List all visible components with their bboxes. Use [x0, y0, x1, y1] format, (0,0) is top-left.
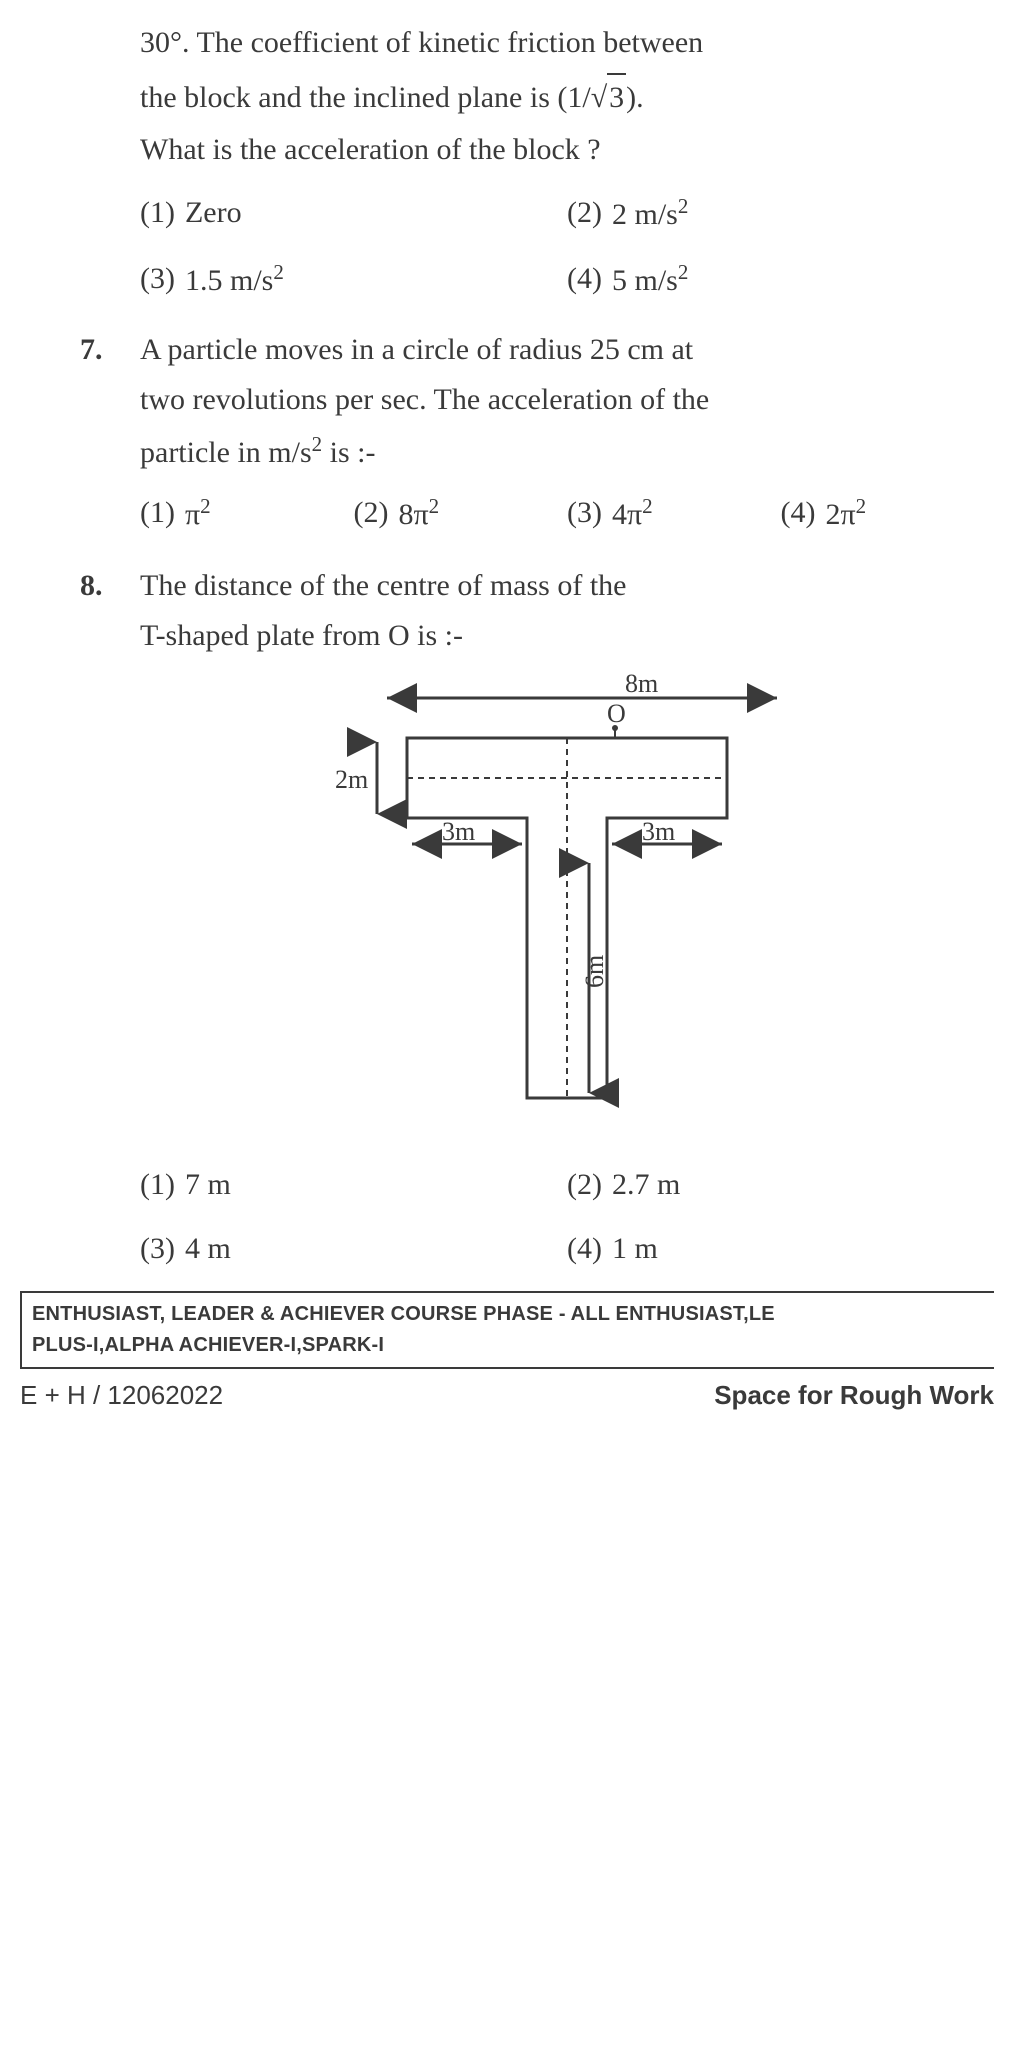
q8-stem-line1: The distance of the centre of mass of th… — [140, 563, 994, 610]
label-3m-left: 3m — [442, 817, 475, 846]
q8-opt-1[interactable]: (1) 7 m — [140, 1162, 567, 1209]
q7-number: 7. — [80, 327, 140, 374]
q8-stem-line2: T-shaped plate from O is :- — [140, 613, 994, 660]
q8-number: 8. — [80, 563, 140, 610]
q7-stem-line3: particle in m/s2 is :- — [140, 428, 994, 477]
q7-options: (1) π2 (2) 8π2 (3) 4π2 (4) 2π2 — [140, 490, 994, 539]
q6-block: 30°. The coefficient of kinetic friction… — [140, 20, 994, 305]
q7-stem-line1: A particle moves in a circle of radius 2… — [140, 327, 994, 374]
footer-right: Space for Rough Work — [714, 1375, 994, 1415]
label-2m: 2m — [335, 765, 368, 794]
q8-opt-4[interactable]: (4) 1 m — [567, 1226, 994, 1273]
footer-line: E + H / 12062022 Space for Rough Work — [20, 1375, 994, 1415]
q8-opt-2[interactable]: (2) 2.7 m — [567, 1162, 994, 1209]
q8-block: 8. The distance of the centre of mass of… — [80, 563, 994, 1273]
footer-left: E + H / 12062022 — [20, 1375, 223, 1415]
label-O: O — [607, 699, 626, 728]
q6-opt-4[interactable]: (4) 5 m/s2 — [567, 256, 994, 305]
t-shape-diagram: 8m O 2m 3m — [307, 668, 827, 1148]
q7-opt-2[interactable]: (2) 8π2 — [354, 490, 568, 539]
q8-opt-3[interactable]: (3) 4 m — [140, 1226, 567, 1273]
q7-opt-4[interactable]: (4) 2π2 — [781, 490, 995, 539]
q7-block: 7. A particle moves in a circle of radiu… — [80, 327, 994, 539]
label-8m: 8m — [625, 669, 658, 698]
q6-stem-line1: 30°. The coefficient of kinetic friction… — [140, 20, 994, 67]
q6-options: (1) Zero (2) 2 m/s2 (3) 1.5 m/s2 (4) 5 m… — [140, 190, 994, 305]
q8-options: (1) 7 m (2) 2.7 m (3) 4 m (4) 1 m — [140, 1162, 994, 1273]
q6-opt-1[interactable]: (1) Zero — [140, 190, 567, 239]
q7-stem-line2: two revolutions per sec. The acceleratio… — [140, 377, 994, 424]
q6-opt-3[interactable]: (3) 1.5 m/s2 — [140, 256, 567, 305]
course-footer-box: ENTHUSIAST, LEADER & ACHIEVER COURSE PHA… — [20, 1291, 994, 1369]
q6-stem-line3: What is the acceleration of the block ? — [140, 127, 994, 174]
q8-figure: 8m O 2m 3m — [140, 668, 994, 1148]
label-3m-right: 3m — [642, 817, 675, 846]
q6-opt-2[interactable]: (2) 2 m/s2 — [567, 190, 994, 239]
q7-opt-3[interactable]: (3) 4π2 — [567, 490, 781, 539]
label-6m: 6m — [580, 954, 609, 987]
sqrt-icon: √3 — [591, 73, 626, 122]
q7-opt-1[interactable]: (1) π2 — [140, 490, 354, 539]
q6-stem-line2: the block and the inclined plane is (1/√… — [140, 73, 994, 122]
